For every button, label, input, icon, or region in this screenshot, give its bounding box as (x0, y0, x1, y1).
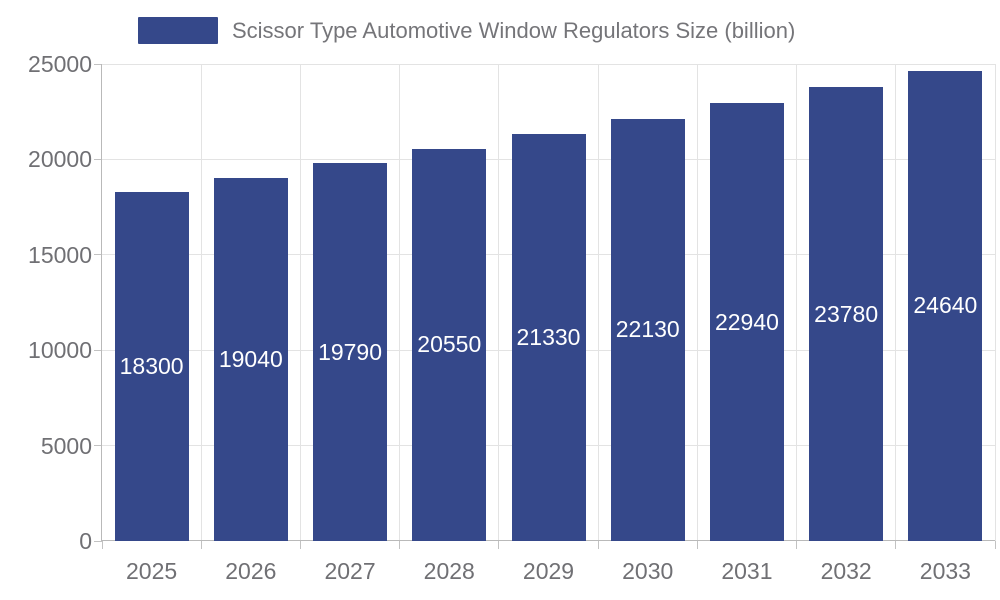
x-gridline (895, 64, 897, 541)
bar-value-label: 21330 (516, 324, 581, 350)
x-axis-label-2025: 2025 (126, 558, 178, 584)
y-axis-label: 25000 (28, 51, 92, 77)
x-axis-tick (399, 541, 401, 549)
x-gridline (696, 64, 698, 541)
bar-value-label: 23780 (814, 300, 879, 327)
x-axis-tick (200, 541, 202, 549)
bar-value-label: 20550 (417, 331, 482, 358)
x-axis-tick (299, 541, 301, 549)
legend-swatch (138, 17, 218, 44)
x-axis-tick (895, 541, 897, 549)
bar-2025: 18300 (114, 191, 189, 541)
bar-2032: 23780 (809, 87, 884, 541)
x-gridline (796, 64, 798, 541)
y-axis-label: 0 (79, 528, 92, 554)
y-axis-tick (94, 63, 102, 65)
bar-value-label: 19040 (218, 345, 283, 372)
x-axis-label-2026: 2026 (225, 558, 277, 584)
bar-2033: 24640 (908, 70, 983, 541)
bar-value-label: 22940 (714, 308, 779, 335)
x-axis-label-2033: 2033 (919, 558, 971, 584)
y-axis-tick (94, 254, 102, 256)
y-axis-label: 20000 (28, 146, 92, 173)
y-axis-tick (94, 540, 102, 542)
y-axis-tick (94, 349, 102, 351)
y-axis-line (101, 64, 102, 541)
x-axis-tick (101, 541, 103, 549)
bar-2031: 22940 (709, 103, 784, 541)
x-axis-label-2032: 2032 (820, 558, 872, 584)
x-axis-tick (994, 541, 996, 549)
x-gridline (200, 64, 202, 541)
x-axis-tick (498, 541, 500, 549)
y-axis-label: 15000 (28, 241, 92, 268)
x-gridline (299, 64, 301, 541)
x-gridline (498, 64, 500, 541)
x-axis-label-2031: 2031 (721, 558, 773, 584)
x-axis-tick (796, 541, 798, 549)
bar-2026: 19040 (213, 177, 288, 541)
x-axis-label-2029: 2029 (522, 558, 575, 584)
y-gridline (102, 63, 995, 65)
bar-2028: 20550 (412, 148, 487, 541)
bar-value-label: 22130 (615, 316, 680, 343)
x-axis-tick (696, 541, 698, 549)
bar-value-label: 18300 (119, 352, 184, 379)
bar-2027: 19790 (313, 163, 388, 541)
x-gridline (399, 64, 401, 541)
bar-2029: 21330 (511, 134, 586, 541)
y-axis-tick (94, 158, 102, 160)
y-axis-label: 5000 (40, 432, 92, 459)
x-axis-label-2027: 2027 (324, 558, 376, 584)
bar-2030: 22130 (610, 118, 685, 541)
legend-label: Scissor Type Automotive Window Regulator… (232, 18, 796, 43)
y-axis-label: 10000 (28, 337, 92, 364)
x-axis-label-2028: 2028 (423, 558, 475, 584)
x-gridline (597, 64, 599, 541)
bar-value-label: 24640 (913, 292, 978, 319)
bar-value-label: 19790 (318, 338, 383, 365)
x-axis-label-2030: 2030 (622, 558, 674, 584)
legend-item[interactable]: Scissor Type Automotive Window Regulator… (138, 17, 795, 44)
x-axis-tick (597, 541, 599, 549)
x-gridline (994, 64, 996, 541)
y-axis-tick (94, 445, 102, 447)
